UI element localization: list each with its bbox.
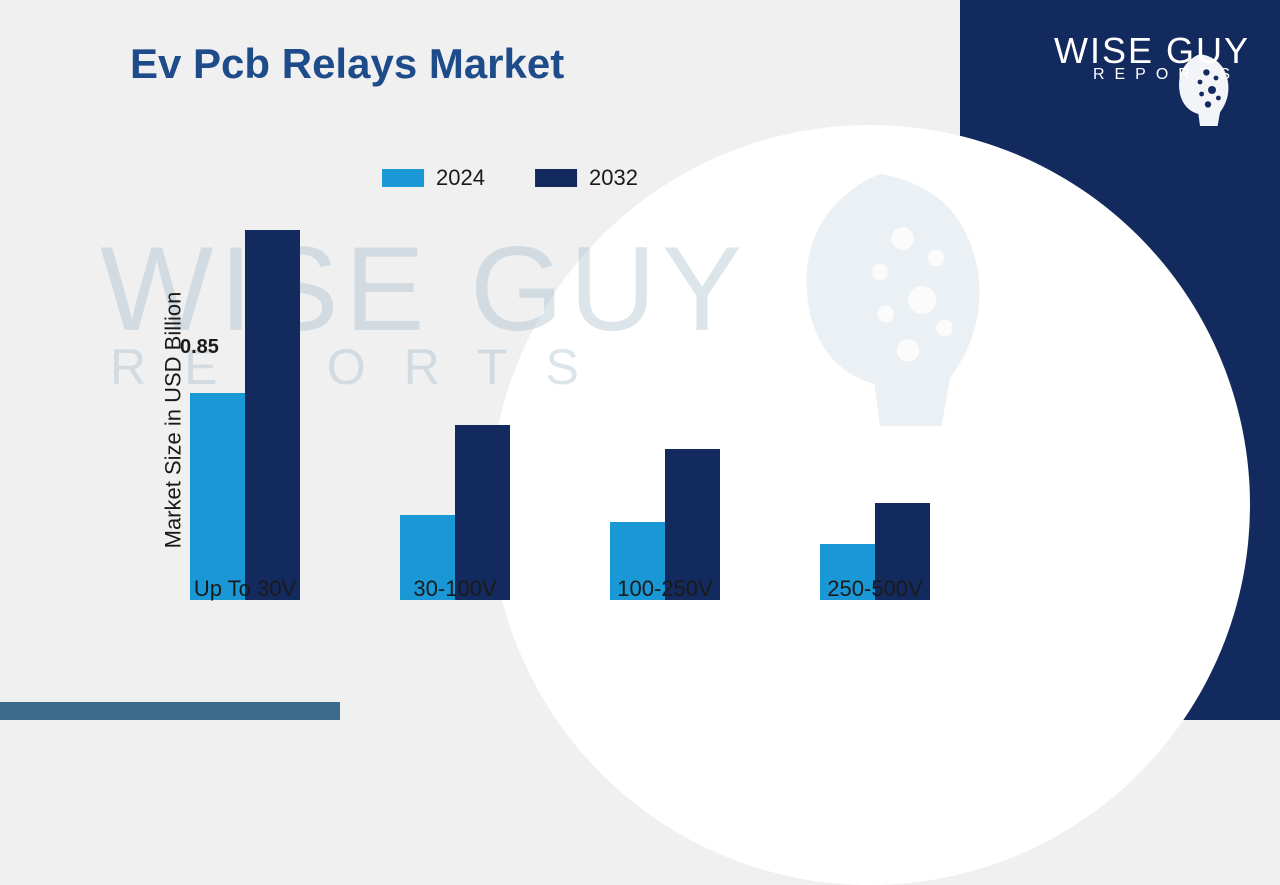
legend-swatch-2024 [382, 169, 424, 187]
plot-area: 0.85 Up To 30V 30-100V 100-250V 250-500V [140, 210, 970, 630]
logo-head-icon [1160, 50, 1240, 130]
chart-container: WISE GUY REPORTS Ev Pcb Relays Market WI… [0, 0, 1280, 720]
brand-logo: WISE GUY REPORTS [1054, 30, 1250, 84]
bars-wrap [800, 210, 950, 600]
x-axis-label: Up To 30V [170, 576, 320, 602]
legend-label-2032: 2032 [589, 165, 638, 191]
bars-wrap [380, 210, 530, 600]
bar [245, 230, 300, 601]
bar [190, 393, 245, 600]
bars-wrap [170, 210, 320, 600]
bar-group: 0.85 Up To 30V [170, 210, 320, 600]
chart-title: Ev Pcb Relays Market [130, 40, 564, 88]
legend-swatch-2032 [535, 169, 577, 187]
bar [455, 425, 510, 601]
bar-group: 30-100V [380, 210, 530, 600]
legend-item-2032: 2032 [535, 165, 638, 191]
bar-group: 100-250V [590, 210, 740, 600]
x-axis-label: 250-500V [800, 576, 950, 602]
x-axis-label: 30-100V [380, 576, 530, 602]
legend-item-2024: 2024 [382, 165, 485, 191]
chart-area: 2024 2032 Market Size in USD Billion 0.8… [50, 170, 970, 670]
legend: 2024 2032 [382, 165, 638, 191]
bars-wrap [590, 210, 740, 600]
x-axis-label: 100-250V [590, 576, 740, 602]
legend-label-2024: 2024 [436, 165, 485, 191]
bar-value-label: 0.85 [180, 336, 219, 359]
bar-group: 250-500V [800, 210, 950, 600]
bottom-bar [0, 702, 340, 720]
